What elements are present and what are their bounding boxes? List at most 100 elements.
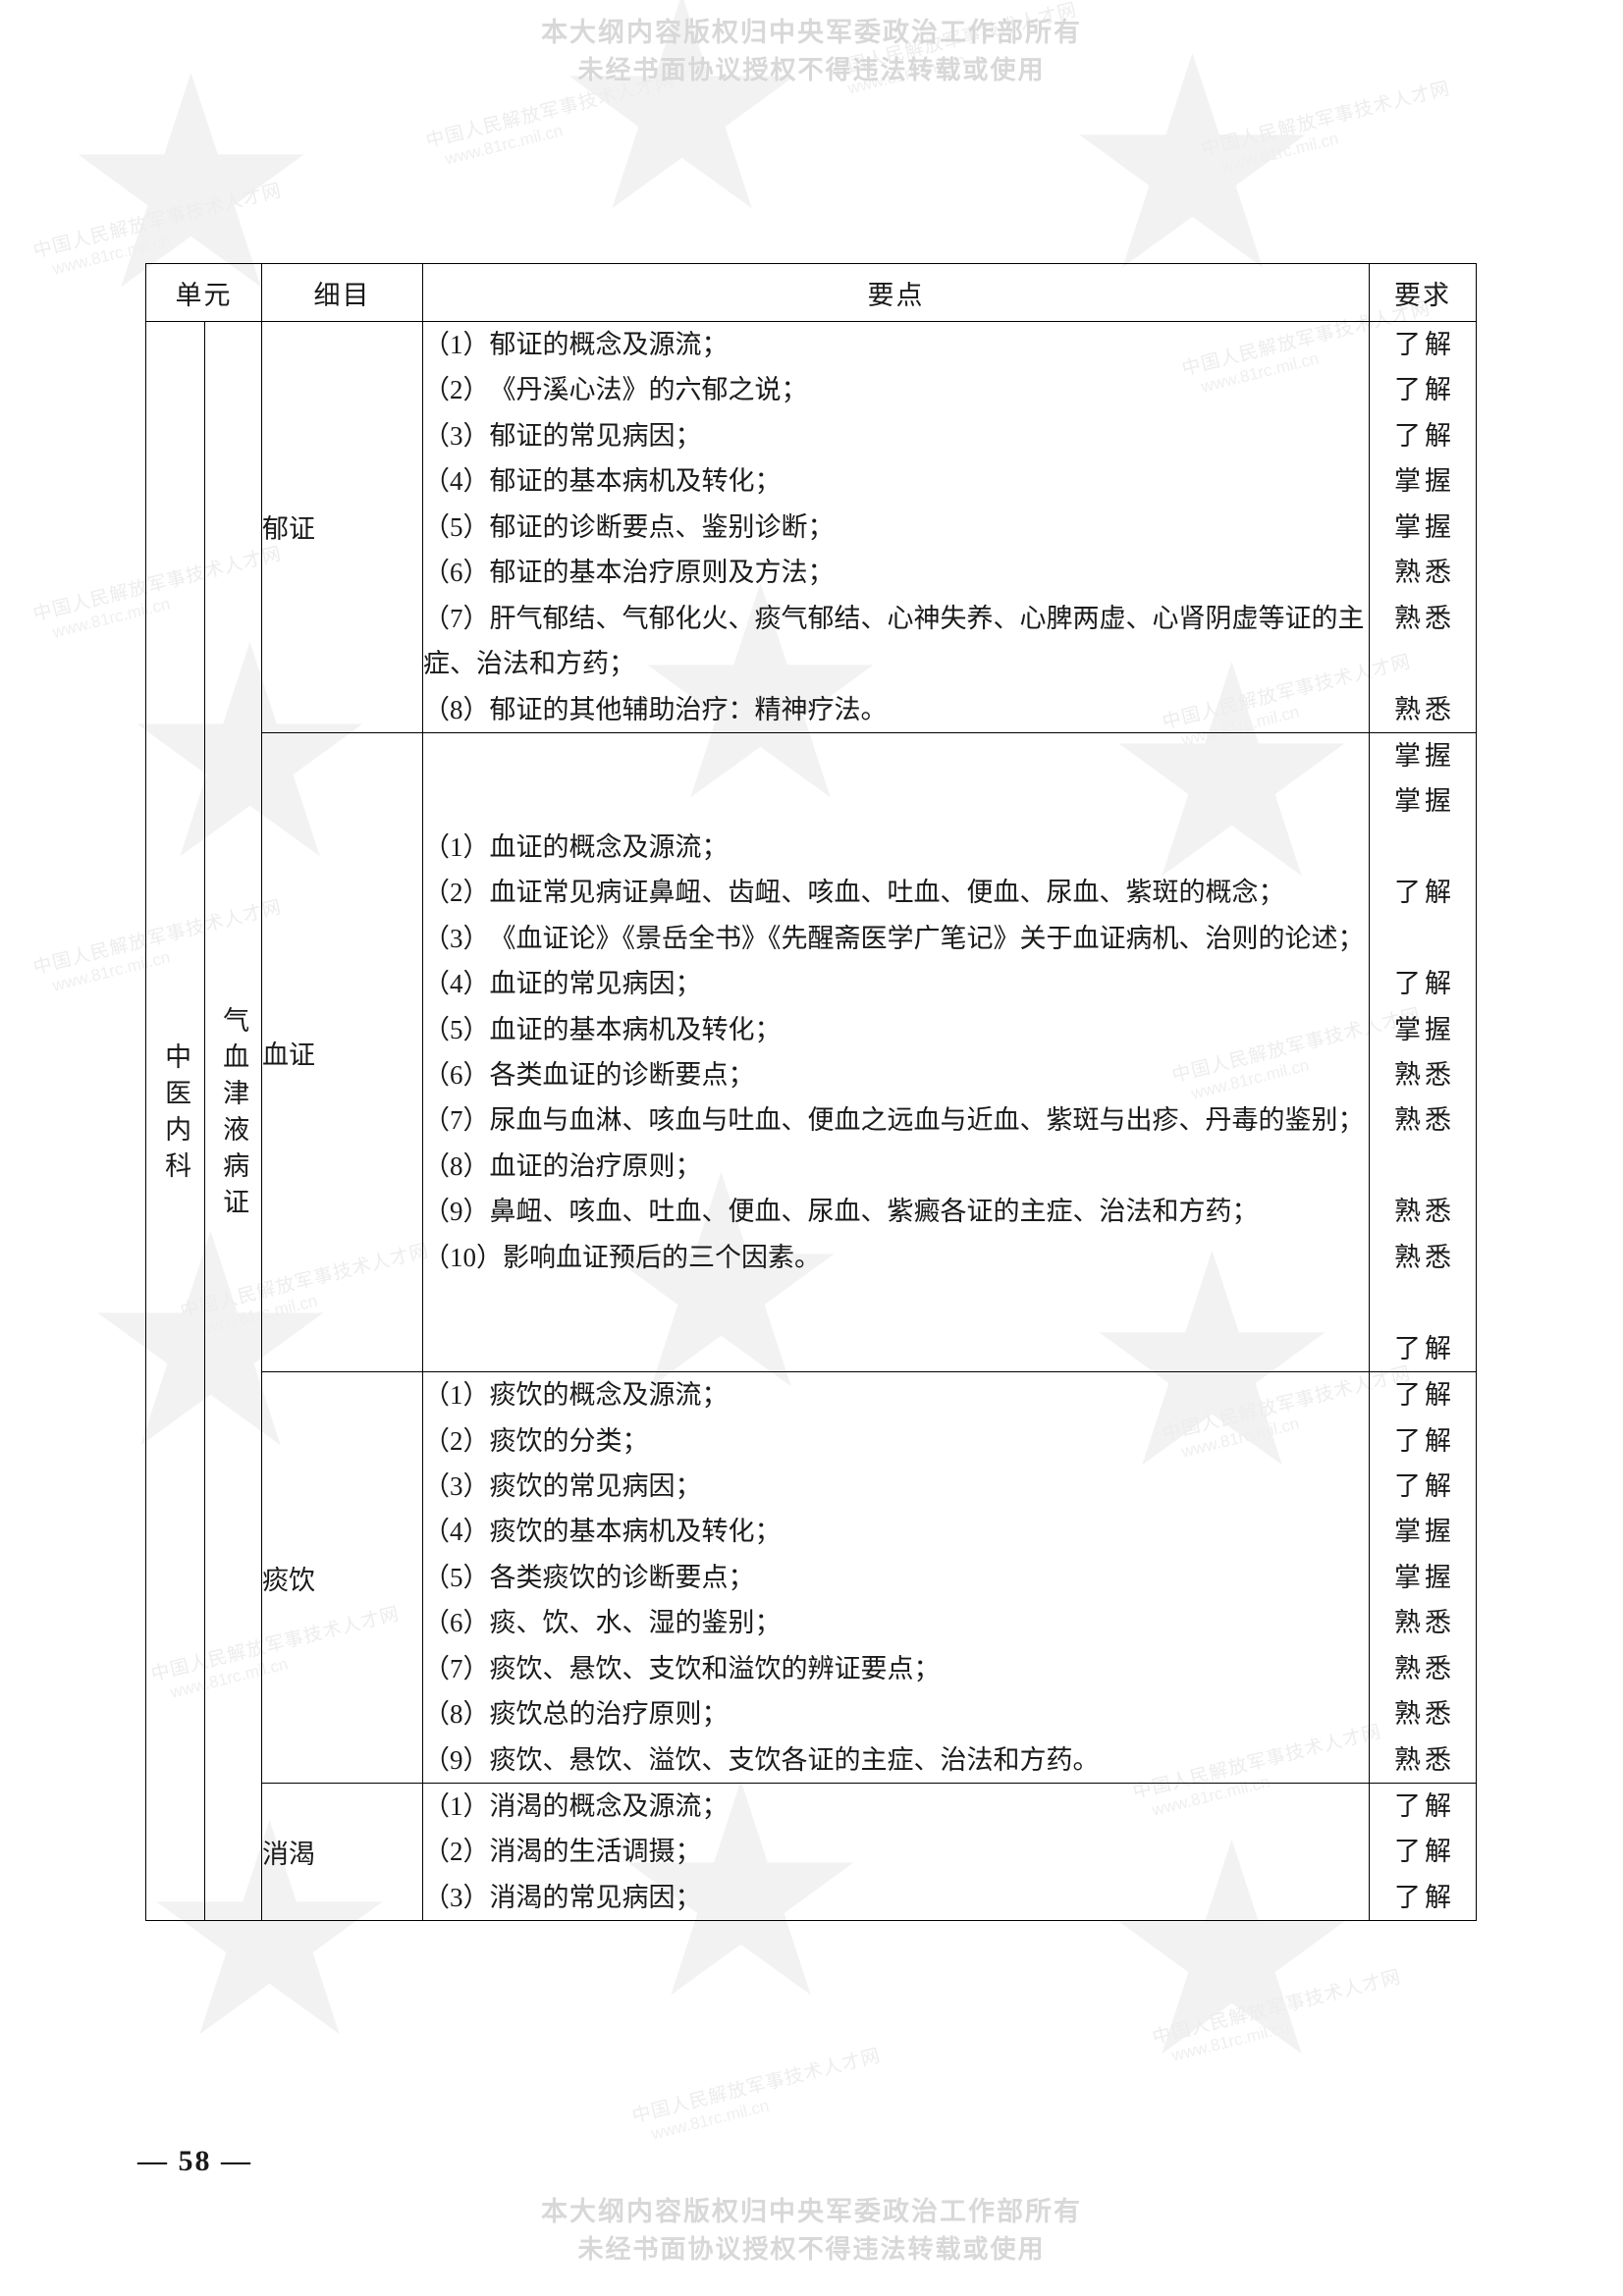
org-watermark: 中国人民解放军事技术人才网	[30, 180, 285, 263]
column-header-points: 要点	[422, 263, 1370, 322]
point-number: （1）	[423, 831, 490, 862]
point-item: （1）郁证的概念及源流；	[423, 322, 1369, 367]
point-item: （2）痰饮的分类；	[423, 1418, 1369, 1464]
point-item: （3）痰饮的常见病因；	[423, 1464, 1369, 1509]
point-text: 痰饮总的治疗原则；	[489, 1699, 729, 1730]
requirement-item: 熟悉	[1394, 1060, 1455, 1090]
syllabus-table-container: 单元 细目 要点 要求 中医内科 气血津液病证 郁证 （1）郁证的概念及源流； （2）《…	[145, 263, 1477, 1922]
requirement-item: 熟悉	[1394, 1105, 1455, 1136]
point-number: （10）	[423, 1242, 503, 1272]
point-text: 血证的基本病机及转化；	[489, 1014, 782, 1044]
point-number: （3）	[423, 923, 490, 953]
point-number: （6）	[423, 558, 490, 588]
requirement-item: 熟悉	[1394, 1744, 1455, 1775]
point-number: （8）	[423, 694, 490, 724]
point-number: （7）	[423, 1653, 490, 1683]
subunit-label: 气血津液病证	[219, 1006, 249, 1225]
page-number: — 58 —	[137, 2145, 252, 2177]
requirement-item: 了解	[1394, 330, 1455, 359]
point-item: （3）《血证论》《景岳全书》《先醒斋医学广笔记》关于血证病机、治则的论述；	[423, 916, 1369, 961]
point-text: 郁证的基本病机及转化；	[489, 466, 782, 497]
point-number: （2）	[423, 1837, 490, 1867]
point-text: 血证的常见病因；	[489, 969, 702, 999]
point-text: 鼻衄、咳血、吐血、便血、尿血、紫癜各证的主症、治法和方药；	[489, 1197, 1259, 1227]
point-text: 《丹溪心法》的六郁之说；	[489, 375, 808, 405]
requirement-item: 掌握	[1394, 1014, 1455, 1044]
point-number: （5）	[423, 1014, 490, 1044]
point-text: 消渴的概念及源流；	[489, 1791, 729, 1821]
table-row: 消渴 （1）消渴的概念及源流； （2）消渴的生活调摄； （3）消渴的常见病因； 了解 了解…	[146, 1782, 1477, 1922]
point-text: 痰饮、悬饮、溢饮、支饮各证的主症、治法和方药。	[489, 1744, 1100, 1775]
point-text: 血证的概念及源流；	[489, 831, 729, 862]
point-text: 《血证论》《景岳全书》《先醒斋医学广笔记》关于血证病机、治则的论述；	[489, 923, 1365, 953]
point-item: （4）痰饮的基本病机及转化；	[423, 1509, 1369, 1554]
table-header-row: 单元 细目 要点 要求	[145, 263, 1477, 322]
point-item: （7）尿血与血淋、咳血与吐血、便血之远血与近血、紫斑与出疹、丹毒的鉴别；	[423, 1097, 1369, 1143]
point-number: （2）	[423, 375, 490, 405]
point-text: 郁证的诊断要点、鉴别诊断；	[489, 511, 835, 542]
org-watermark: 中国人民解放军事技术人才网	[629, 2045, 884, 2128]
points-cell: （1）消渴的概念及源流； （2）消渴的生活调摄； （3）消渴的常见病因；	[422, 1782, 1370, 1922]
point-number: （4）	[423, 1517, 490, 1547]
requirement-item: 了解	[1394, 1333, 1455, 1363]
requirement-item: 了解	[1394, 420, 1455, 451]
requirement-item: 掌握	[1394, 1562, 1455, 1592]
point-item: （6）痰、饮、水、湿的鉴别；	[423, 1600, 1369, 1645]
point-number: （8）	[423, 1150, 490, 1181]
requirement-item: 熟悉	[1394, 1242, 1455, 1272]
point-text: 郁证的基本治疗原则及方法；	[489, 558, 835, 588]
point-number: （6）	[423, 1060, 490, 1090]
point-text: 郁证的其他辅助治疗：精神疗法。	[489, 694, 888, 724]
copyright-notice-bottom: 本大纲内容版权归中央军委政治工作部所有 未经书面协议授权不得违法转载或使用	[0, 2193, 1623, 2269]
point-item: （10）影响血证预后的三个因素。	[423, 1235, 1369, 1280]
point-item: （8）郁证的其他辅助治疗：精神疗法。	[423, 687, 1369, 732]
point-text: 消渴的生活调摄；	[489, 1837, 702, 1867]
points-cell: （1）痰饮的概念及源流； （2）痰饮的分类； （3）痰饮的常见病因； （4）痰饮的基本…	[422, 1371, 1370, 1784]
column-header-detail: 细目	[261, 263, 423, 322]
org-watermark: 中国人民解放军事技术人才网	[1150, 1966, 1404, 2050]
point-text: 痰饮的基本病机及转化；	[489, 1517, 782, 1547]
syllabus-table: 单元 细目 要点 要求 中医内科 气血津液病证 郁证 （1）郁证的概念及源流； （2）《…	[145, 263, 1477, 1922]
requirement-cell: 了解 了解 了解 掌握 掌握 熟悉 熟悉 熟悉	[1369, 321, 1477, 733]
table-body: 中医内科 气血津液病证 郁证 （1）郁证的概念及源流； （2）《丹溪心法》的六郁之说；（…	[145, 320, 1477, 1922]
points-cell: （1）血证的概念及源流； （2）血证常见病证鼻衄、齿衄、咳血、吐血、便血、尿血、紫…	[422, 731, 1370, 1373]
url-watermark: www.81rc.mil.cn	[649, 2096, 772, 2144]
point-text: 痰饮、悬饮、支饮和溢饮的辨证要点；	[489, 1653, 941, 1683]
point-number: （4）	[423, 969, 490, 999]
point-number: （3）	[423, 1882, 490, 1912]
copyright-line-1: 本大纲内容版权归中央军委政治工作部所有	[541, 18, 1082, 47]
point-item: （5）血证的基本病机及转化；	[423, 1007, 1369, 1052]
url-watermark: www.81rc.mil.cn	[1218, 129, 1341, 177]
detail-cell: 痰饮	[261, 1371, 423, 1784]
point-item: （4）郁证的基本病机及转化；	[423, 458, 1369, 504]
requirement-item: 熟悉	[1394, 1699, 1455, 1730]
requirement-item: 掌握	[1394, 1517, 1455, 1547]
requirement-item: 熟悉	[1394, 1653, 1455, 1683]
requirement-item: 了解	[1394, 969, 1455, 999]
requirement-cell: 了解 了解 了解 掌握 掌握 熟悉 熟悉 熟悉 熟悉	[1369, 1371, 1477, 1784]
requirement-item: 了解	[1394, 1837, 1455, 1867]
point-number: （1）	[423, 1380, 490, 1411]
point-number: （8）	[423, 1699, 490, 1730]
requirement-item: 了解	[1394, 1882, 1455, 1912]
point-text: 郁证的概念及源流；	[489, 330, 729, 359]
point-text: 尿血与血淋、咳血与吐血、便血之远血与近血、紫斑与出疹、丹毒的鉴别；	[489, 1105, 1365, 1136]
copyright-notice-top: 本大纲内容版权归中央军委政治工作部所有 未经书面协议授权不得违法转载或使用	[0, 14, 1623, 89]
copyright-line-2: 未经书面协议授权不得违法转载或使用	[577, 2234, 1046, 2265]
requirement-item: 熟悉	[1394, 694, 1455, 724]
point-item: （2）血证常见病证鼻衄、齿衄、咳血、吐血、便血、尿血、紫斑的概念；	[423, 870, 1369, 915]
point-number: （9）	[423, 1744, 490, 1775]
point-number: （3）	[423, 1470, 490, 1501]
requirement-item: 熟悉	[1394, 1197, 1455, 1227]
point-item: （1）血证的概念及源流；	[423, 825, 1369, 870]
requirement-item: 熟悉	[1394, 1608, 1455, 1638]
table-row: 血证 （1）血证的概念及源流； （2）血证常见病证鼻衄、齿衄、咳血、吐血、便血、尿血…	[146, 731, 1477, 1373]
point-number: （4）	[423, 466, 490, 497]
point-number: （7）	[423, 1105, 490, 1136]
point-text: 郁证的常见病因；	[489, 420, 702, 451]
point-item: （3）郁证的常见病因；	[423, 413, 1369, 458]
point-text: 血证常见病证鼻衄、齿衄、咳血、吐血、便血、尿血、紫斑的概念；	[489, 878, 1285, 908]
point-number: （2）	[423, 1425, 490, 1456]
requirement-item: 掌握	[1394, 786, 1455, 817]
point-number: （5）	[423, 511, 490, 542]
